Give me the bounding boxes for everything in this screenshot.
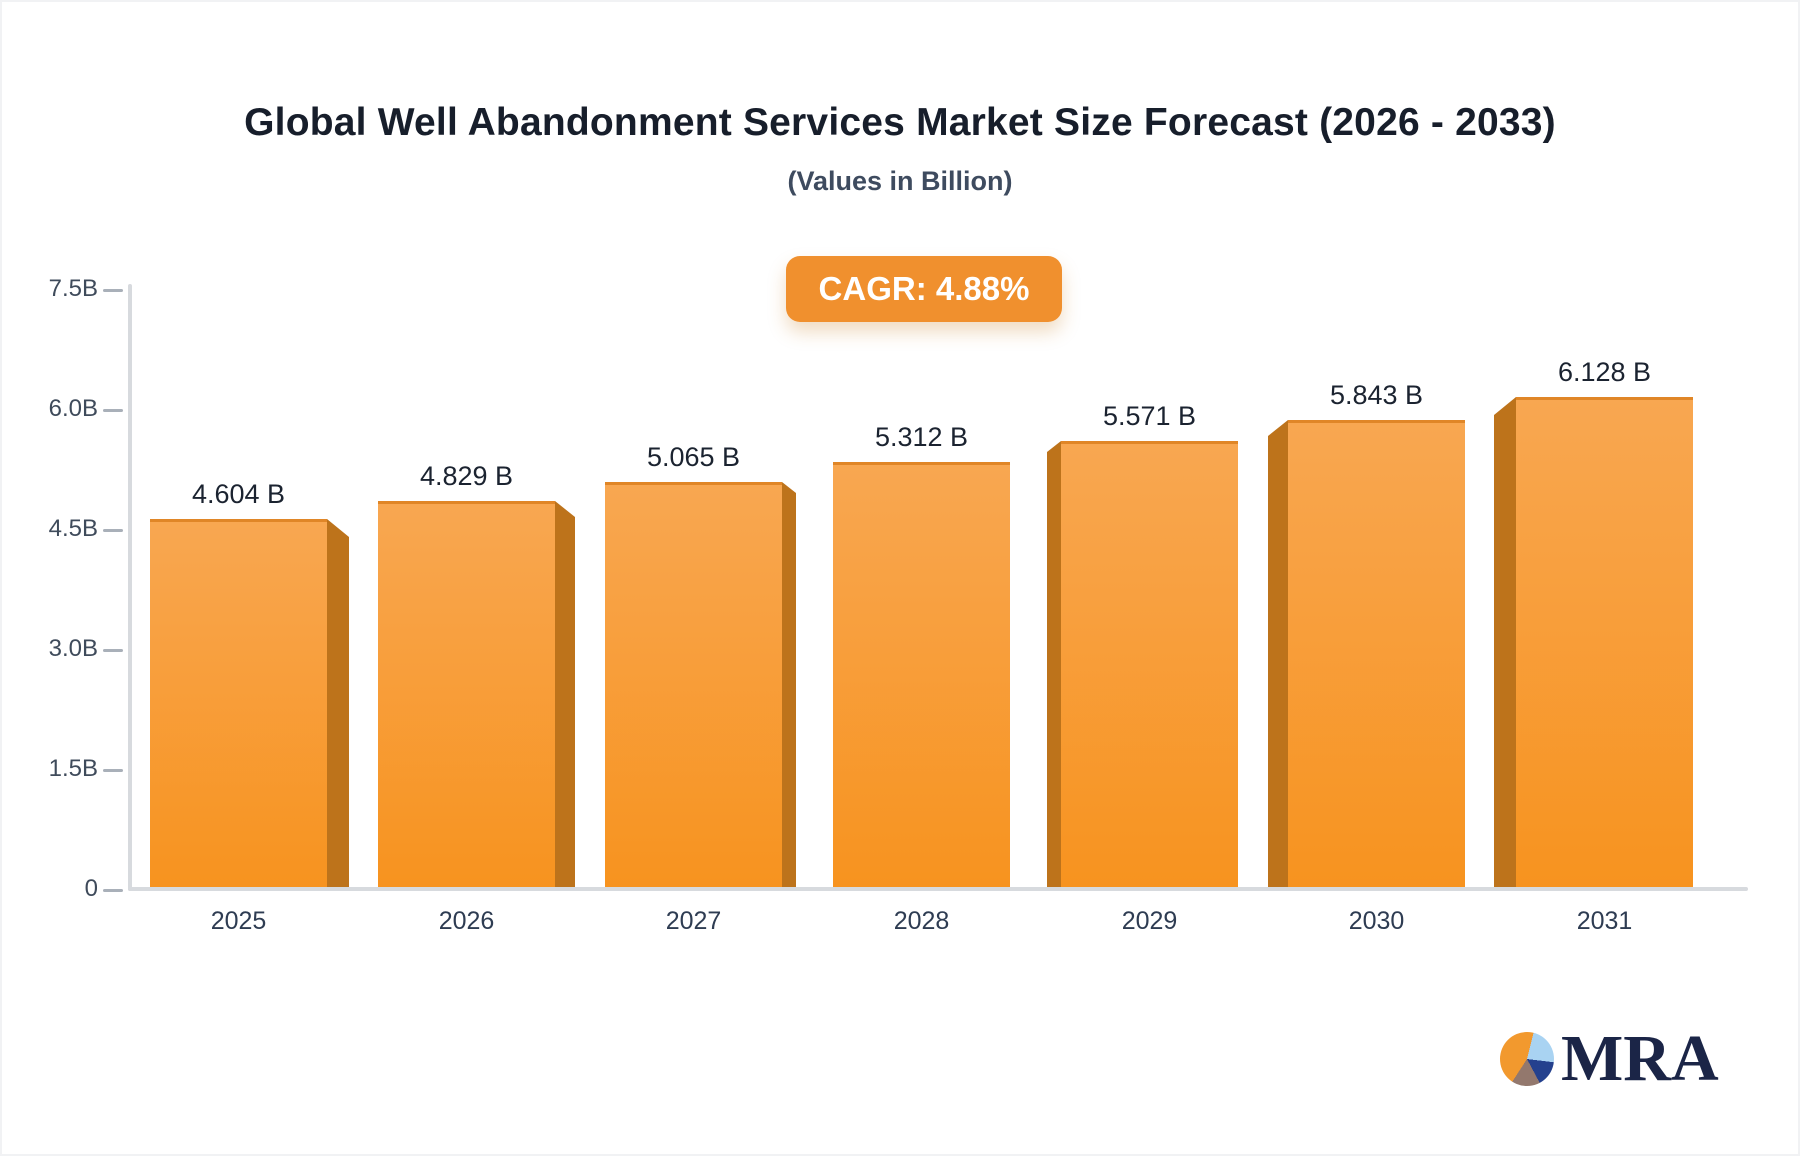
bar-value-label-2028: 5.312 B <box>874 422 969 452</box>
bar-2029 <box>1061 441 1238 887</box>
y-axis-tick-label: 4.5B <box>48 515 98 542</box>
bar-2028 <box>833 462 1010 887</box>
bar-side-2030 <box>1268 420 1288 887</box>
chart-subtitle: (Values in Billion) <box>787 166 1013 196</box>
bar-value-label-2027: 5.065 B <box>646 442 741 472</box>
logo-text: MRA <box>1561 1022 1719 1095</box>
y-axis-tick-dash <box>103 769 123 772</box>
bar-2030 <box>1288 420 1465 887</box>
x-axis-label-2027: 2027 <box>665 907 722 935</box>
bar-side-2029 <box>1047 441 1061 887</box>
bar-side-2026 <box>555 501 575 887</box>
bar-value-label-2030: 5.843 B <box>1329 380 1424 410</box>
cagr-badge: CAGR: 4.88% <box>786 256 1062 322</box>
bar-side-2027 <box>782 482 796 887</box>
y-axis-tick-dash <box>103 289 123 292</box>
bar-value-label-2026: 4.829 B <box>419 461 514 491</box>
chart-title: Global Well Abandonment Services Market … <box>244 101 1556 144</box>
bar-value-label-2031: 6.128 B <box>1557 357 1652 387</box>
x-axis-label-2029: 2029 <box>1121 907 1178 935</box>
bar-2026 <box>378 501 555 887</box>
y-axis-tick-label: 3.0B <box>48 635 98 662</box>
y-axis-tick-label: 7.5B <box>48 275 98 302</box>
bar-2027 <box>605 482 782 887</box>
y-axis-tick-dash <box>103 649 123 652</box>
bar-side-2031 <box>1494 397 1516 887</box>
bar-value-label-2029: 5.571 B <box>1102 401 1197 431</box>
y-axis-tick-label: 6.0B <box>48 395 98 422</box>
x-axis-label-2025: 2025 <box>210 907 267 935</box>
x-axis-line <box>128 887 1748 891</box>
bar-value-label-2025: 4.604 B <box>191 479 286 509</box>
y-axis-tick-label: 1.5B <box>48 755 98 782</box>
x-axis-label-2026: 2026 <box>438 907 495 935</box>
y-axis-tick-label: 0 <box>84 875 98 902</box>
y-axis-line <box>128 284 132 891</box>
y-axis-tick-dash <box>103 889 123 892</box>
x-axis-label-2031: 2031 <box>1576 907 1633 935</box>
bar-2031 <box>1516 397 1693 887</box>
pie-chart-logo-icon <box>1500 1032 1554 1086</box>
bar-2025 <box>150 519 327 887</box>
mra-logo: MRA <box>1500 1022 1719 1095</box>
bar-side-2025 <box>327 519 349 887</box>
y-axis-tick-dash <box>103 409 123 412</box>
y-axis-tick-dash <box>103 529 123 532</box>
x-axis-label-2030: 2030 <box>1348 907 1405 935</box>
x-axis-label-2028: 2028 <box>893 907 950 935</box>
